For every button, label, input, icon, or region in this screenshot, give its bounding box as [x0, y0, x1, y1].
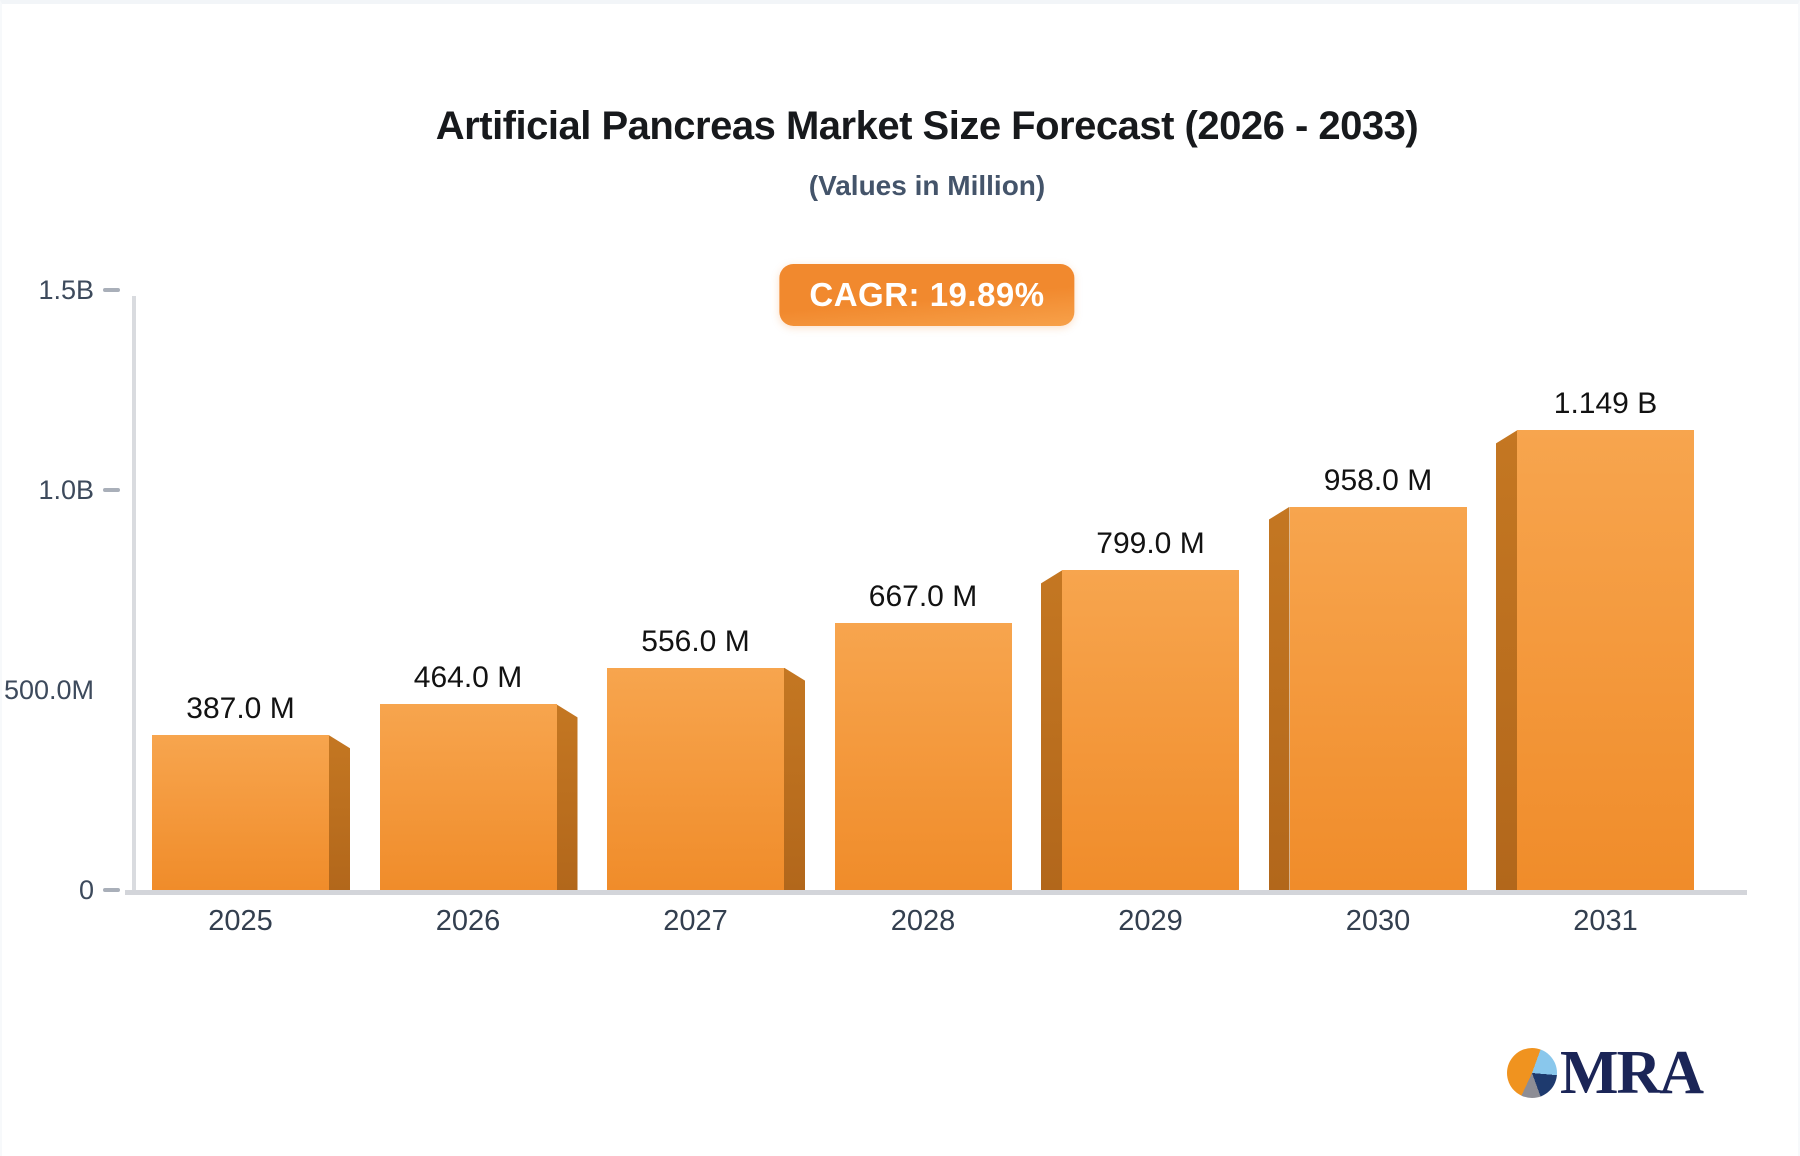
bar-value-label: 667.0 M	[868, 580, 978, 614]
bar-face	[1062, 570, 1239, 890]
bar-side-face	[1496, 430, 1517, 890]
bar-value-label: 1.149 B	[1553, 387, 1658, 421]
bar-value-label: 464.0 M	[413, 661, 523, 695]
plot-area: 0 500.0M 1.0B 1.5B 387.0 M 2025 464.0 M 2026 556…	[2, 4, 1798, 1156]
bar-face	[152, 735, 329, 890]
bar-value-label: 799.0 M	[1096, 527, 1205, 561]
y-tick-label: 0	[78, 875, 94, 905]
y-tick-label: 500.0M	[3, 675, 94, 705]
cagr-badge: CAGR: 19.89%	[779, 264, 1075, 326]
brand-logo: MRA	[1507, 1039, 1704, 1107]
bar-value-label: 387.0 M	[186, 692, 295, 726]
chart-title: Artificial Pancreas Market Size Forecast…	[435, 104, 1419, 148]
bar-side-face	[1268, 506, 1290, 890]
x-category-label: 2028	[890, 905, 956, 937]
bar-side-face	[784, 667, 805, 890]
bar-face	[607, 667, 784, 890]
y-tick-dash	[103, 888, 120, 892]
bar-side-face	[1041, 570, 1062, 890]
bar-value-label: 556.0 M	[641, 624, 750, 658]
bar-side-face	[329, 735, 350, 890]
y-tick-label: 1.5B	[38, 275, 94, 305]
bar-side-face	[556, 704, 578, 890]
x-category-label: 2027	[663, 905, 728, 937]
bar-face	[1289, 506, 1467, 890]
bar-value-label: 958.0 M	[1323, 463, 1433, 497]
y-axis-line	[132, 296, 136, 890]
logo-pie-icon	[1507, 1048, 1557, 1098]
x-category-label: 2031	[1573, 905, 1638, 937]
x-axis-line	[125, 890, 1747, 895]
x-category-label: 2030	[1345, 905, 1411, 937]
bar-face	[1517, 430, 1694, 890]
y-tick-dash	[103, 288, 120, 292]
bar-face	[834, 623, 1012, 890]
y-tick-dash	[103, 488, 120, 492]
y-tick-label: 1.0B	[38, 475, 94, 505]
x-category-label: 2029	[1118, 905, 1183, 937]
x-category-label: 2026	[435, 905, 501, 937]
chart-subtitle: (Values in Million)	[808, 170, 1046, 201]
bar-face	[379, 704, 557, 890]
logo-text: MRA	[1560, 1039, 1704, 1107]
x-category-label: 2025	[208, 905, 273, 937]
